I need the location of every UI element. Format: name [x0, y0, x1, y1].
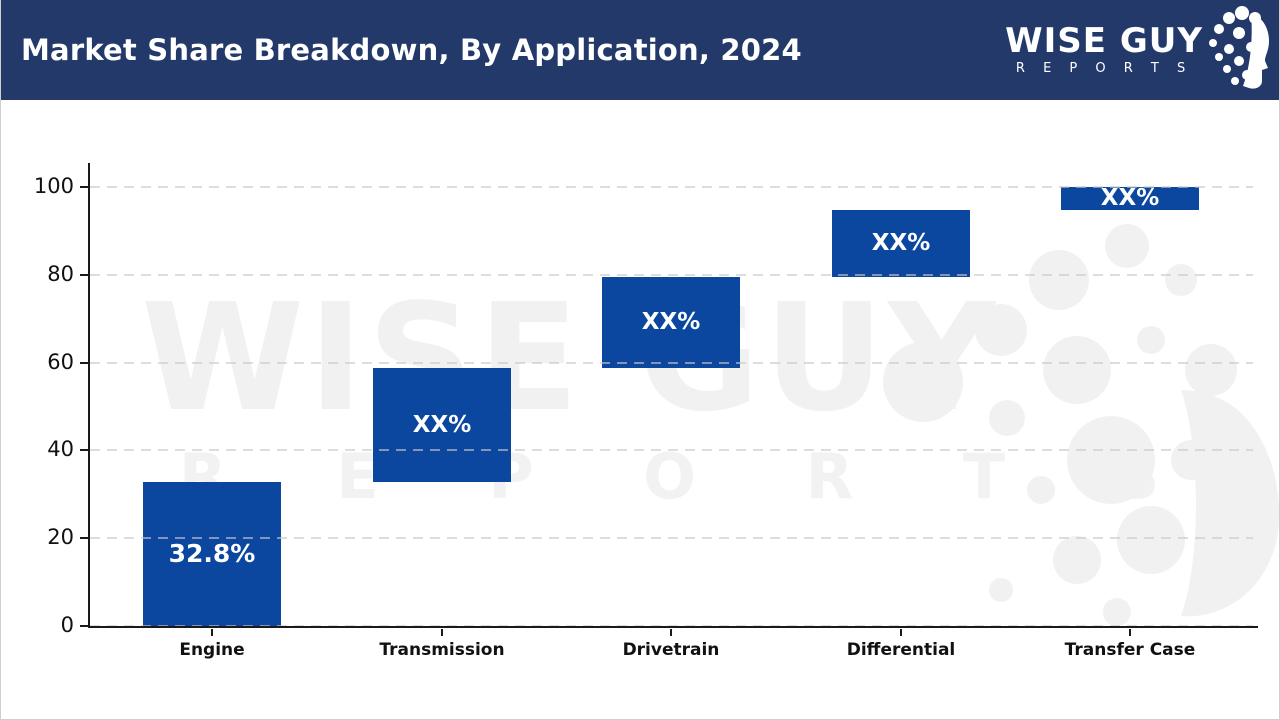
y-axis-line: [88, 163, 90, 628]
x-tick-label-transfer-case: Transfer Case: [1064, 640, 1196, 660]
watermark-text-line2: R E P O R T S: [179, 440, 1204, 513]
x-tick-label-engine: Engine: [179, 640, 245, 660]
y-tick-mark: [80, 449, 89, 452]
x-tick-mark: [211, 629, 213, 636]
x-tick-mark: [900, 629, 902, 636]
y-tick-label: 100: [33, 174, 74, 198]
bar-transmission: XX%: [373, 367, 511, 482]
bar-engine: 32.8%: [143, 482, 281, 626]
y-tick-mark: [80, 273, 89, 276]
gridline-y80: [90, 273, 1253, 276]
x-tick-label-transmission: Transmission: [379, 640, 505, 660]
bar-transfer-case: XX%: [1061, 185, 1199, 212]
brand-name: WISE GUY: [1005, 21, 1203, 62]
brand-head-icon: [1209, 6, 1269, 89]
gridline-y60: [90, 361, 1253, 364]
brand-logo: WISE GUY R E P O R T S: [1005, 4, 1271, 96]
bar-value-label: 32.8%: [168, 539, 256, 569]
x-tick-mark: [441, 629, 443, 636]
bar-value-label: XX%: [871, 230, 931, 257]
y-tick-mark: [80, 361, 89, 364]
y-tick-mark: [80, 537, 89, 540]
bar-drivetrain: XX%: [602, 276, 740, 368]
y-tick-label: 60: [47, 349, 74, 374]
y-tick-label: 20: [47, 525, 74, 550]
y-tick-mark: [80, 186, 89, 188]
y-tick-label: 80: [47, 261, 74, 286]
page-title: Market Share Breakdown, By Application, …: [21, 33, 802, 67]
header-bar: Market Share Breakdown, By Application, …: [1, 0, 1279, 100]
bar-value-label: XX%: [1100, 185, 1160, 212]
bar-value-label: XX%: [641, 309, 701, 336]
gridline-y100: [90, 186, 1253, 188]
gridline-y20: [90, 537, 1253, 540]
gridline-y40: [90, 449, 1253, 452]
x-tick-mark: [670, 629, 672, 636]
x-tick-label-differential: Differential: [846, 640, 956, 660]
bar-value-label: XX%: [412, 411, 472, 438]
x-axis-line: [88, 626, 1258, 628]
bar-differential: XX%: [832, 209, 970, 277]
y-tick-mark: [80, 625, 89, 627]
y-tick-label: 40: [47, 437, 74, 462]
y-tick-label: 0: [60, 613, 74, 637]
x-tick-mark: [1129, 629, 1131, 636]
watermark-text-line1: WISE GUY: [141, 272, 1000, 444]
brand-subname: R E P O R T S: [1015, 60, 1193, 76]
brand-logo-text: WISE GUY R E P O R T S: [1005, 21, 1203, 76]
watermark-head-graphic: [883, 224, 1279, 626]
x-tick-label-drivetrain: Drivetrain: [622, 640, 720, 660]
